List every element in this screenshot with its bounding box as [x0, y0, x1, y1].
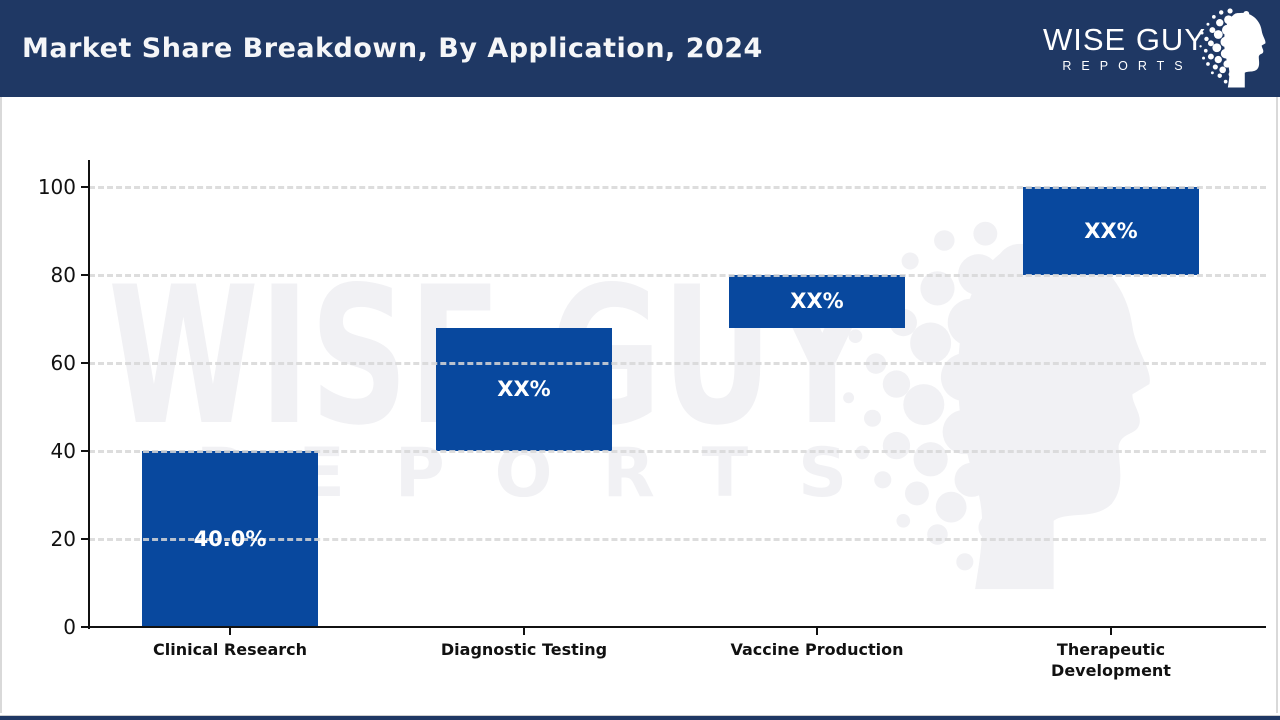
x-tick-label: Clinical Research: [152, 640, 308, 659]
header: Market Share Breakdown, By Application, …: [0, 0, 1280, 97]
y-tick-mark: [81, 186, 89, 188]
y-tick-label: 60: [50, 351, 76, 375]
y-tick-mark: [81, 450, 89, 452]
x-tick-label: Vaccine Production: [730, 640, 904, 659]
brand-wordmark: WISE GUY REPORTS: [1043, 24, 1206, 73]
page-title: Market Share Breakdown, By Application, …: [22, 33, 763, 64]
x-tick-mark: [816, 628, 818, 635]
bar-therapeutic-development: [1023, 187, 1199, 275]
bar-value-label: 40.0%: [193, 527, 267, 551]
x-tick-mark: [229, 628, 231, 635]
bar-value-label: XX%: [1084, 219, 1138, 243]
x-tick-label: Diagnostic Testing: [440, 640, 608, 659]
gridline-100: [89, 186, 1266, 189]
y-tick-label: 40: [50, 439, 76, 463]
x-tick-mark: [523, 628, 525, 635]
brand-logo: WISE GUY REPORTS: [1043, 0, 1270, 97]
x-axis: [88, 626, 1266, 628]
gridline-60: [89, 362, 1266, 365]
y-tick-mark: [81, 362, 89, 364]
footer-bar: [0, 715, 1280, 720]
bar-value-label: XX%: [497, 377, 551, 402]
y-tick-label: 0: [63, 615, 76, 639]
gridline-40: [89, 450, 1266, 453]
y-tick-label: 100: [37, 175, 76, 199]
y-tick-mark: [81, 274, 89, 276]
gridline-20: [89, 538, 1266, 541]
brand-head-icon: [1199, 8, 1266, 88]
bar-vaccine-production: [729, 275, 905, 328]
y-tick-label: 20: [50, 527, 76, 551]
gridline-80: [89, 274, 1266, 277]
y-tick-label: 80: [50, 263, 76, 287]
y-tick-mark: [81, 538, 89, 540]
y-tick-mark: [81, 626, 89, 628]
y-axis: [88, 160, 90, 629]
brand-wordmark-main: WISE GUY: [1042, 22, 1206, 58]
bar-diagnostic-testing: [436, 327, 612, 451]
bar-value-label: XX%: [790, 289, 844, 314]
x-tick-mark: [1110, 628, 1112, 635]
brand-wordmark-sub: REPORTS: [1062, 58, 1193, 73]
x-tick-label: Therapeutic Development: [1051, 640, 1171, 680]
